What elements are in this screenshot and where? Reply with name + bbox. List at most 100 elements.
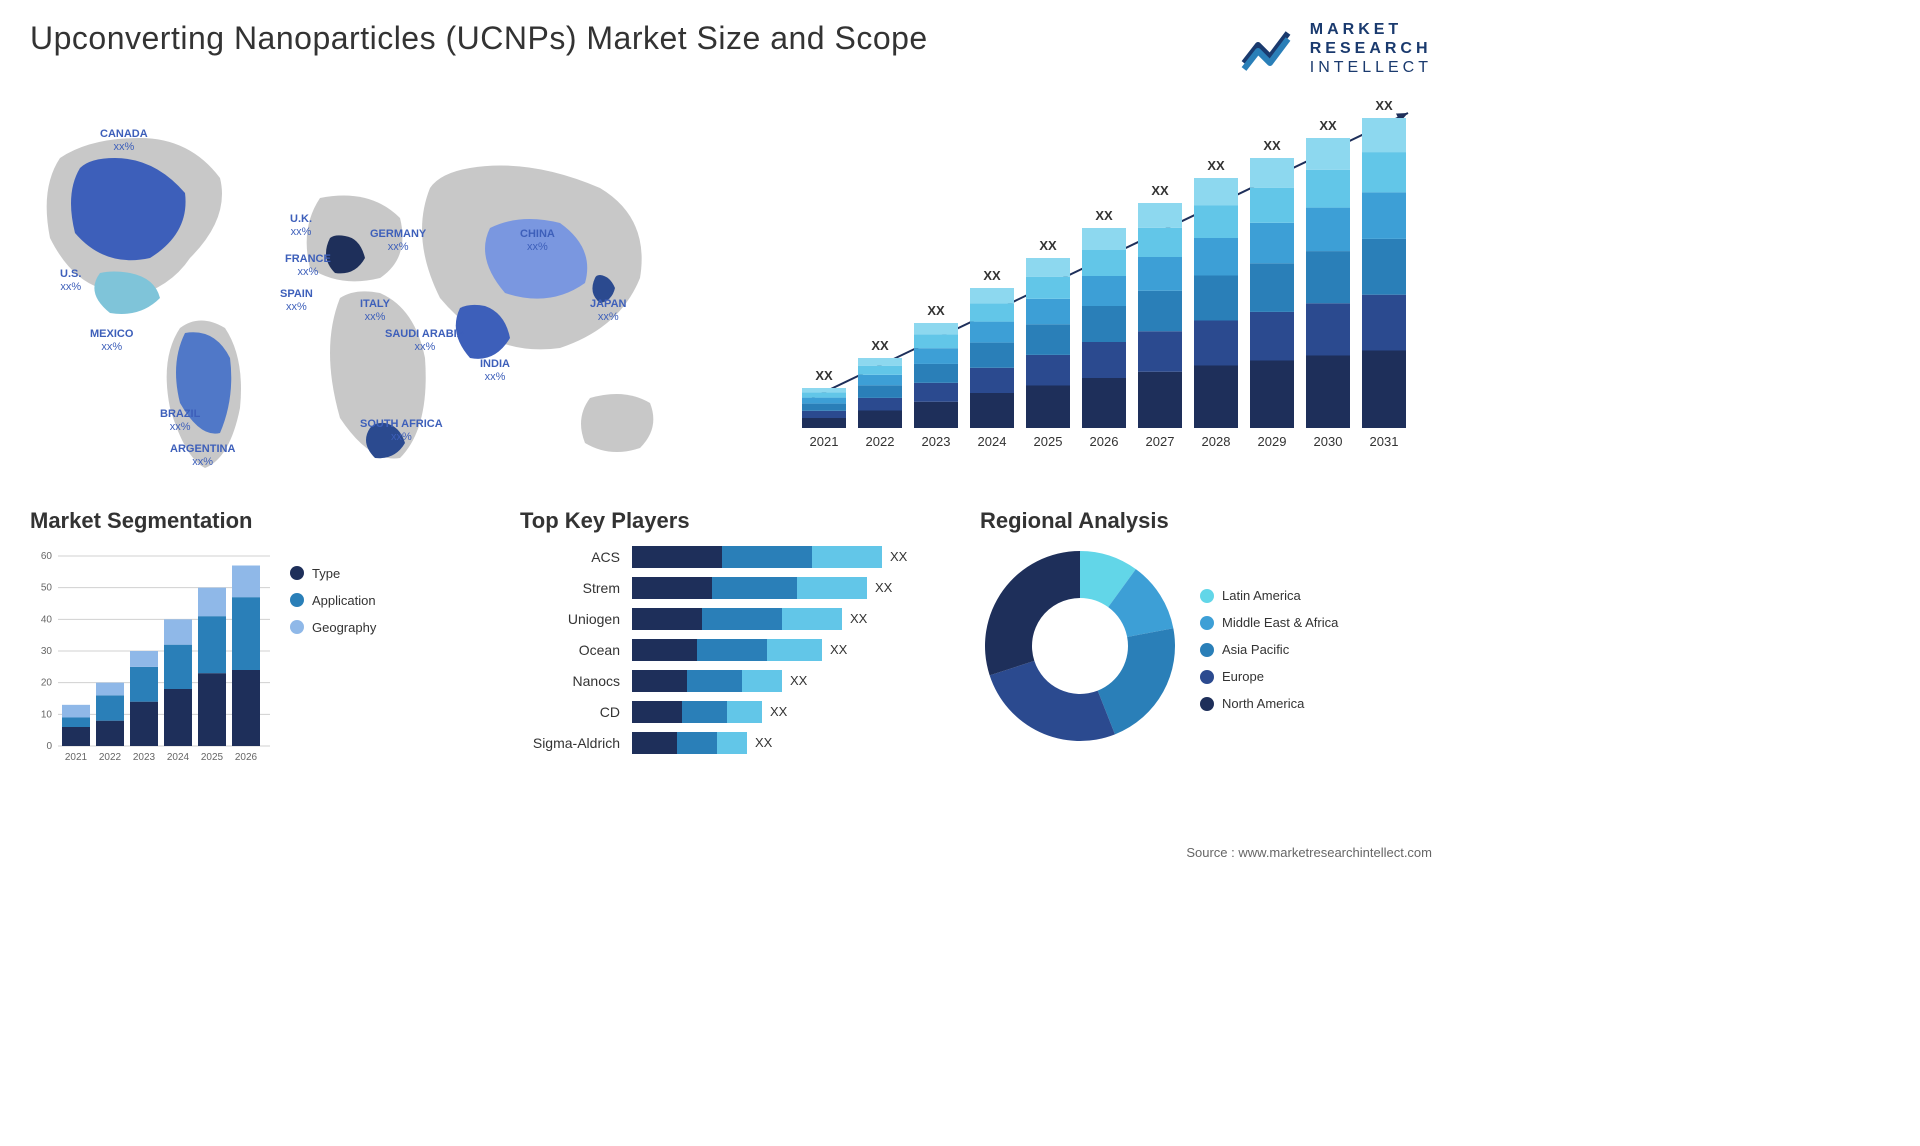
player-bar-row: XX [632,577,950,599]
source-text: Source : www.marketresearchintellect.com [1186,845,1432,860]
svg-text:50: 50 [41,582,53,593]
logo-mark-icon [1240,25,1300,73]
map-label: ITALYxx% [360,298,390,324]
map-label: CHINAxx% [520,228,555,254]
svg-text:XX: XX [983,268,1001,283]
svg-text:2027: 2027 [1146,434,1175,449]
svg-text:2023: 2023 [922,434,951,449]
segmentation-legend: Type Application Geography [290,546,490,766]
player-bar-row: XX [632,546,950,568]
svg-text:XX: XX [1319,118,1337,133]
regional-legend: Latin America Middle East & Africa Asia Pa… [1200,568,1432,723]
map-label: MEXICOxx% [90,328,133,354]
player-label: Sigma-Aldrich [520,732,620,754]
player-value: XX [875,580,892,595]
svg-text:60: 60 [41,551,53,562]
map-label: FRANCExx% [285,253,331,279]
regional-panel: Regional Analysis Latin America Middle Ea… [980,508,1432,766]
svg-text:2022: 2022 [99,752,122,763]
player-value: XX [790,673,807,688]
map-label: U.S.xx% [60,268,81,294]
svg-text:2031: 2031 [1370,434,1399,449]
player-bar-row: XX [632,701,950,723]
legend-item: Asia Pacific [1200,642,1432,657]
legend-item: Geography [290,620,490,635]
svg-text:2023: 2023 [133,752,156,763]
svg-text:40: 40 [41,614,53,625]
segmentation-panel: Market Segmentation 0 10 20 30 40 50 60 2021 202… [30,508,490,766]
segmentation-title: Market Segmentation [30,508,490,534]
world-map-panel: CANADAxx% U.S.xx% MEXICOxx% BRAZILxx% ARGENT… [30,98,762,478]
player-value: XX [755,735,772,750]
growth-chart: XX 2021 XX 2022 XX 2023 XX 2024 XX 2025 XX 2026 XX 20… [792,98,1432,458]
player-value: XX [890,549,907,564]
svg-text:10: 10 [41,709,53,720]
map-label: ARGENTINAxx% [170,443,235,469]
svg-text:0: 0 [46,741,52,752]
players-panel: Top Key Players ACS Strem Uniogen Ocean Nano… [520,508,950,766]
map-label: SPAINxx% [280,288,313,314]
svg-text:2022: 2022 [866,434,895,449]
svg-text:2021: 2021 [810,434,839,449]
legend-item: Europe [1200,669,1432,684]
page-title: Upconverting Nanoparticles (UCNPs) Marke… [30,20,928,57]
player-label: CD [520,701,620,723]
legend-item: Application [290,593,490,608]
map-label: SOUTH AFRICAxx% [360,418,443,444]
map-label: CANADAxx% [100,128,148,154]
svg-text:XX: XX [1095,208,1113,223]
player-bar-row: XX [632,670,950,692]
player-bar-row: XX [632,639,950,661]
svg-text:2030: 2030 [1314,434,1343,449]
header: Upconverting Nanoparticles (UCNPs) Marke… [30,20,1432,78]
logo: MARKET RESEARCH INTELLECT [1240,20,1432,78]
svg-text:2025: 2025 [201,752,224,763]
player-label: Strem [520,577,620,599]
map-label: JAPANxx% [590,298,626,324]
svg-text:2028: 2028 [1202,434,1231,449]
svg-text:XX: XX [871,338,889,353]
svg-text:XX: XX [1207,158,1225,173]
svg-text:XX: XX [815,368,833,383]
map-label: INDIAxx% [480,358,510,384]
bottom-row: Market Segmentation 0 10 20 30 40 50 60 2021 202… [30,508,1432,766]
svg-text:2021: 2021 [65,752,88,763]
svg-text:2026: 2026 [1090,434,1119,449]
logo-text: MARKET RESEARCH INTELLECT [1310,20,1432,78]
player-bar-row: XX [632,608,950,630]
player-value: XX [770,704,787,719]
svg-text:30: 30 [41,646,53,657]
player-bar-row: XX [632,732,950,754]
player-value: XX [830,642,847,657]
legend-item: Middle East & Africa [1200,615,1432,630]
player-label: Ocean [520,639,620,661]
player-label: Uniogen [520,608,620,630]
players-chart: ACS Strem Uniogen Ocean Nanocs CD Sigma-Aldric… [520,546,950,754]
svg-text:2026: 2026 [235,752,258,763]
map-label: SAUDI ARABIAxx% [385,328,465,354]
svg-text:XX: XX [1375,98,1393,113]
map-label: U.K.xx% [290,213,312,239]
svg-text:2025: 2025 [1034,434,1063,449]
regional-donut-chart [980,546,1180,746]
legend-item: Type [290,566,490,581]
player-label: Nanocs [520,670,620,692]
map-label: BRAZILxx% [160,408,200,434]
player-value: XX [850,611,867,626]
svg-text:XX: XX [1151,183,1169,198]
player-label: ACS [520,546,620,568]
map-label: GERMANYxx% [370,228,426,254]
svg-text:XX: XX [927,303,945,318]
players-title: Top Key Players [520,508,950,534]
top-row: CANADAxx% U.S.xx% MEXICOxx% BRAZILxx% ARGENT… [30,98,1432,478]
svg-text:2024: 2024 [167,752,190,763]
svg-text:20: 20 [41,677,53,688]
legend-item: Latin America [1200,588,1432,603]
svg-text:2024: 2024 [978,434,1007,449]
legend-item: North America [1200,696,1432,711]
svg-text:2029: 2029 [1258,434,1287,449]
svg-text:XX: XX [1039,238,1057,253]
segmentation-chart: 0 10 20 30 40 50 60 2021 2022 2023 2024 2025 2026 [30,546,270,766]
regional-title: Regional Analysis [980,508,1432,534]
svg-text:XX: XX [1263,138,1281,153]
